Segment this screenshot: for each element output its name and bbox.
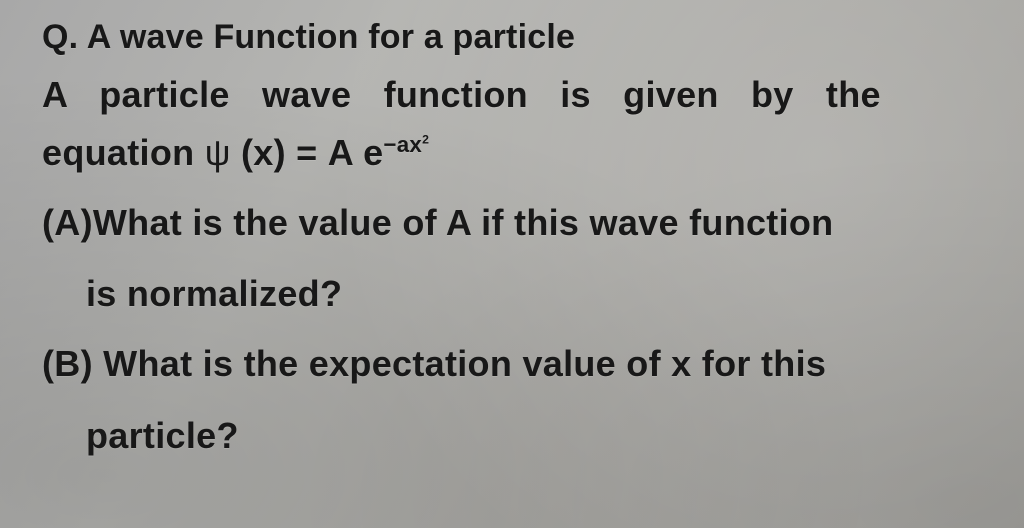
part-b-label: (B) — [42, 343, 93, 384]
part-b-text-1: What is the expectation value of x for t… — [93, 343, 826, 384]
question-page: Q. A wave Function for a particle A part… — [0, 0, 1024, 528]
title-prefix: Q. — [42, 18, 78, 56]
psi-symbol: ψ — [205, 132, 231, 173]
part-a-label: (A) — [42, 202, 93, 243]
exp-neg-ax: −ax — [383, 132, 422, 157]
part-b-line-1: (B) What is the expectation value of x f… — [42, 336, 996, 392]
intro-line-1: A particle wave function is given by the — [42, 67, 996, 123]
equation-body: (x) = A e — [231, 132, 384, 173]
part-b-line-2: particle? — [86, 408, 996, 464]
intro-pre: equation — [42, 132, 205, 173]
intro-line-2: equation ψ (x) = A e−ax2 — [42, 125, 996, 181]
equation-exponent: −ax2 — [383, 132, 429, 157]
exp-squared: 2 — [422, 132, 429, 146]
part-a-text-1: What is the value of A if this wave func… — [93, 202, 834, 243]
part-a-line-1: (A)What is the value of A if this wave f… — [42, 195, 996, 251]
title-text: A wave Function for a particle — [87, 18, 575, 56]
question-title: Q. A wave Function for a particle — [42, 18, 996, 57]
part-a-line-2: is normalized? — [86, 266, 996, 322]
